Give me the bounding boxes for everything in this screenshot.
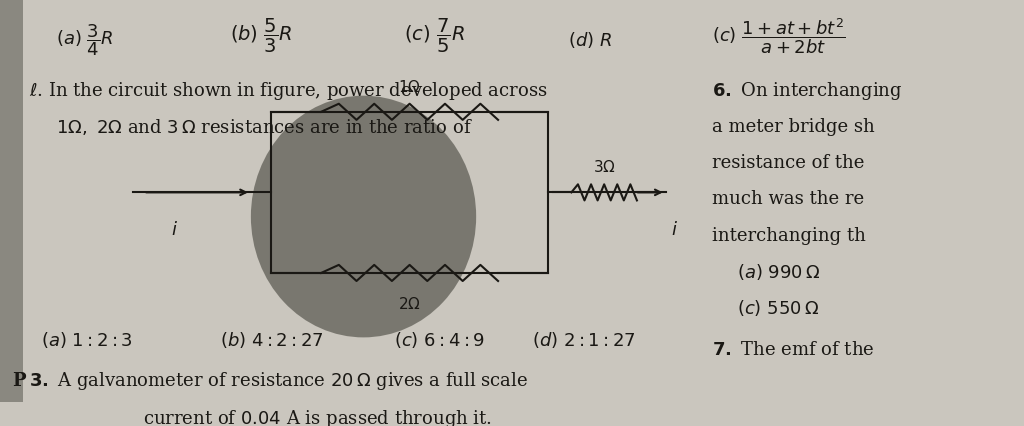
Text: interchanging th: interchanging th — [712, 226, 865, 244]
Text: $(d)\ 2:1:27$: $(d)\ 2:1:27$ — [532, 330, 636, 350]
Text: $1\Omega$: $1\Omega$ — [398, 78, 421, 95]
Text: $1\Omega,\ 2\Omega$ and $3\,\Omega$ resistances are in the ratio of: $1\Omega,\ 2\Omega$ and $3\,\Omega$ resi… — [56, 117, 473, 137]
Text: P: P — [12, 371, 26, 389]
Text: $(c)\ \dfrac{1+at+bt^2}{a+2bt}$: $(c)\ \dfrac{1+at+bt^2}{a+2bt}$ — [712, 16, 846, 56]
Text: $\mathbf{7.}$ The emf of the: $\mathbf{7.}$ The emf of the — [712, 341, 874, 359]
Text: a meter bridge sh: a meter bridge sh — [712, 118, 874, 135]
Text: $(a)\ 1:2:3$: $(a)\ 1:2:3$ — [41, 330, 133, 350]
Text: $(c)\ \dfrac{7}{5}R$: $(c)\ \dfrac{7}{5}R$ — [404, 17, 465, 55]
Text: $\mathbf{6.}$ On interchanging: $\mathbf{6.}$ On interchanging — [712, 80, 902, 101]
Text: $(b)\ \dfrac{5}{3}R$: $(b)\ \dfrac{5}{3}R$ — [230, 17, 293, 55]
Bar — [0, 0, 23, 402]
Text: $2\Omega$: $2\Omega$ — [398, 296, 421, 311]
Text: $(b)\ 4:2:27$: $(b)\ 4:2:27$ — [220, 330, 324, 350]
Text: $(c)\ 6:4:9$: $(c)\ 6:4:9$ — [394, 330, 485, 350]
Text: $i$: $i$ — [171, 220, 177, 238]
Text: $3\Omega$: $3\Omega$ — [593, 159, 615, 175]
Text: $\ell$. In the circuit shown in figure, power developed across: $\ell$. In the circuit shown in figure, … — [29, 80, 548, 101]
Text: much was the re: much was the re — [712, 190, 864, 208]
Text: $(c)\ 550\,\Omega$: $(c)\ 550\,\Omega$ — [737, 297, 819, 317]
Text: current of $0.04$ A is passed through it.: current of $0.04$ A is passed through it… — [143, 407, 493, 426]
Text: $\mathbf{3.}$ A galvanometer of resistance $20\,\Omega$ gives a full scale: $\mathbf{3.}$ A galvanometer of resistan… — [29, 369, 527, 391]
Text: $(a)\ 990\,\Omega$: $(a)\ 990\,\Omega$ — [737, 261, 820, 281]
Ellipse shape — [251, 96, 476, 337]
Text: $i$: $i$ — [671, 220, 678, 238]
Text: resistance of the: resistance of the — [712, 154, 864, 172]
Bar — [271, 112, 548, 273]
Text: $(d)\ R$: $(d)\ R$ — [568, 30, 612, 50]
Text: $(a)\ \dfrac{3}{4}R$: $(a)\ \dfrac{3}{4}R$ — [56, 23, 114, 58]
